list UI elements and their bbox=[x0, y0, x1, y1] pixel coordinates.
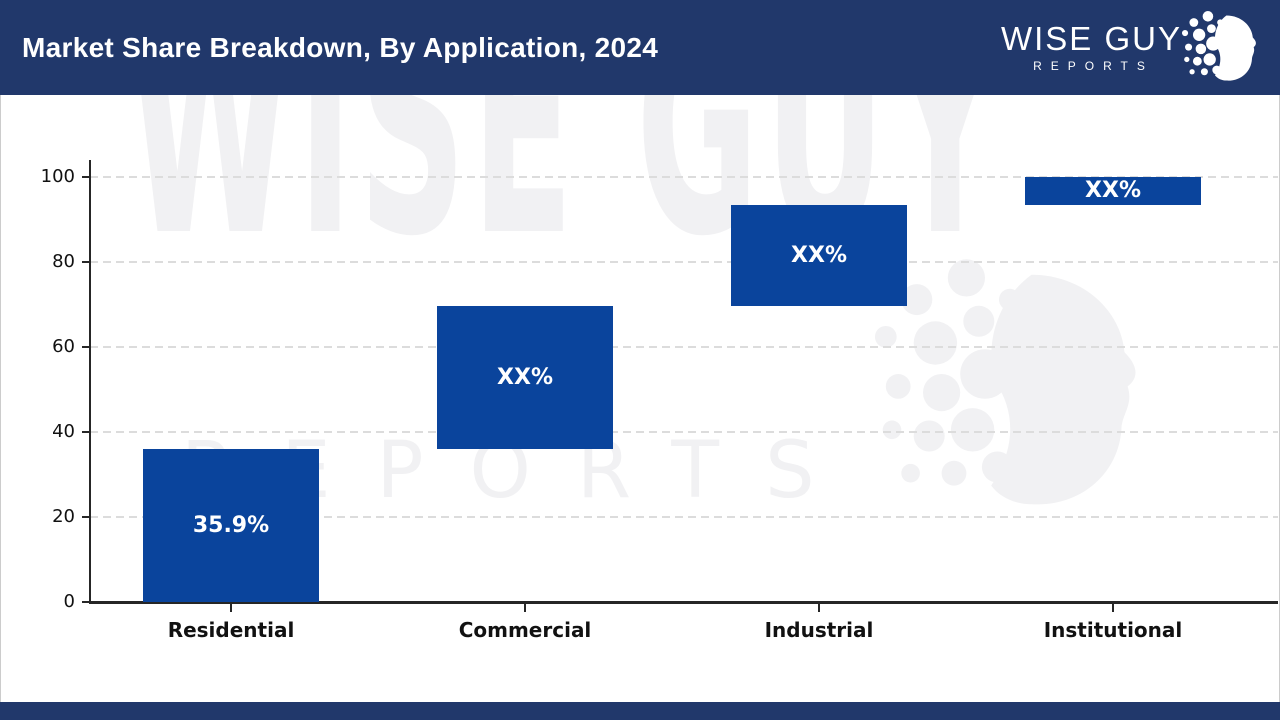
gridline bbox=[90, 176, 1278, 178]
x-axis-category-label: Commercial bbox=[458, 618, 592, 642]
chart-area: WISE GUY REPORTS 0 20 40 60 80 100 35.9% Reside… bbox=[0, 95, 1280, 702]
bar-value-label: XX% bbox=[791, 242, 847, 268]
y-axis-tick-label: 0 bbox=[63, 591, 75, 612]
y-axis-tick-label: 80 bbox=[52, 251, 75, 272]
x-axis-category-label: Institutional bbox=[1043, 618, 1183, 642]
logo-subtitle: REPORTS bbox=[1033, 58, 1154, 73]
bar-industrial: XX% bbox=[731, 204, 907, 307]
y-axis-line bbox=[89, 160, 91, 604]
bar-value-label: 35.9% bbox=[192, 513, 270, 539]
wiseguy-logo: WISE GUY REPORTS bbox=[1001, 5, 1266, 91]
x-axis-category-label: Residential bbox=[167, 618, 295, 642]
gridline bbox=[90, 431, 1278, 433]
logo-text: WISE GUY REPORTS bbox=[1001, 22, 1182, 73]
y-axis-tick bbox=[82, 346, 90, 348]
y-axis-tick bbox=[82, 431, 90, 433]
y-axis-tick-label: 60 bbox=[52, 336, 75, 357]
logo-wordmark: WISE GUY bbox=[1000, 20, 1182, 58]
x-axis-tick bbox=[230, 604, 232, 612]
x-axis-tick bbox=[524, 604, 526, 612]
plot: 0 20 40 60 80 100 35.9% Residential XX% Commercia… bbox=[1, 95, 1279, 702]
logo-head-icon bbox=[1181, 10, 1256, 81]
x-axis-tick bbox=[818, 604, 820, 612]
y-axis-tick bbox=[82, 261, 90, 263]
gridline bbox=[90, 516, 1278, 518]
gridline bbox=[90, 346, 1278, 348]
bar-institutional: XX% bbox=[1025, 177, 1201, 205]
y-axis-tick bbox=[82, 601, 90, 603]
bar-value-label: XX% bbox=[497, 365, 553, 391]
gridline bbox=[90, 261, 1278, 263]
bar-value-label: XX% bbox=[1085, 178, 1141, 204]
x-axis-category-label: Industrial bbox=[764, 618, 874, 642]
y-axis-tick bbox=[82, 516, 90, 518]
bar-residential: 35.9% bbox=[143, 449, 319, 602]
y-axis-tick-label: 100 bbox=[40, 166, 75, 187]
x-axis-line bbox=[89, 601, 1278, 604]
header: Market Share Breakdown, By Application, … bbox=[0, 0, 1280, 95]
y-axis-tick-label: 20 bbox=[52, 506, 75, 527]
page-title: Market Share Breakdown, By Application, … bbox=[22, 31, 659, 63]
footer-bar bbox=[0, 702, 1280, 720]
x-axis-tick bbox=[1112, 604, 1114, 612]
y-axis-tick-label: 40 bbox=[52, 421, 75, 442]
bar-commercial: XX% bbox=[437, 306, 613, 450]
y-axis-tick bbox=[82, 176, 90, 178]
